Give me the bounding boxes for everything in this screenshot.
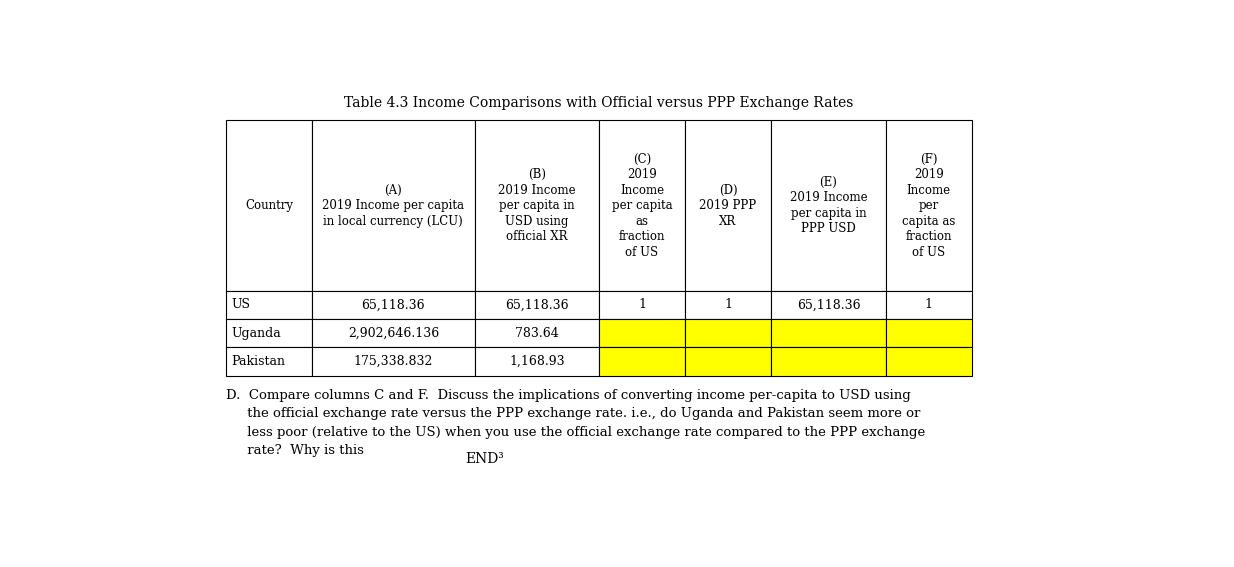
Text: Country: Country bbox=[246, 199, 292, 212]
Bar bbox=[598, 120, 685, 291]
Bar bbox=[685, 319, 771, 348]
Bar bbox=[771, 120, 886, 291]
Bar bbox=[226, 120, 312, 291]
Bar bbox=[685, 291, 771, 319]
Text: (A)
2019 Income per capita
in local currency (LCU): (A) 2019 Income per capita in local curr… bbox=[322, 184, 464, 227]
Text: Table 4.3 Income Comparisons with Official versus PPP Exchange Rates: Table 4.3 Income Comparisons with Offici… bbox=[344, 95, 854, 109]
Bar bbox=[886, 319, 972, 348]
Text: END³: END³ bbox=[465, 452, 503, 466]
Text: 1,168.93: 1,168.93 bbox=[508, 355, 565, 368]
Bar bbox=[685, 120, 771, 291]
Text: (F)
2019
Income
per
capita as
fraction
of US: (F) 2019 Income per capita as fraction o… bbox=[902, 153, 955, 259]
Bar bbox=[475, 120, 598, 291]
Bar bbox=[312, 291, 475, 319]
Bar bbox=[475, 348, 598, 376]
Text: 1: 1 bbox=[638, 298, 645, 311]
Bar bbox=[886, 120, 972, 291]
Text: Uganda: Uganda bbox=[232, 327, 281, 340]
Bar bbox=[226, 291, 312, 319]
Text: 65,118.36: 65,118.36 bbox=[505, 298, 569, 311]
Text: 1: 1 bbox=[926, 298, 933, 311]
Bar bbox=[312, 120, 475, 291]
Text: 65,118.36: 65,118.36 bbox=[797, 298, 860, 311]
Bar bbox=[771, 348, 886, 376]
Bar bbox=[475, 291, 598, 319]
Text: (C)
2019
Income
per capita
as
fraction
of US: (C) 2019 Income per capita as fraction o… bbox=[612, 153, 673, 259]
Text: 65,118.36: 65,118.36 bbox=[362, 298, 426, 311]
Bar bbox=[598, 319, 685, 348]
Text: D.  Compare columns C and F.  Discuss the implications of converting income per-: D. Compare columns C and F. Discuss the … bbox=[226, 389, 925, 458]
Text: (B)
2019 Income
per capita in
USD using
official XR: (B) 2019 Income per capita in USD using … bbox=[499, 168, 575, 243]
Bar bbox=[886, 291, 972, 319]
Bar bbox=[226, 348, 312, 376]
Bar bbox=[226, 319, 312, 348]
Bar bbox=[475, 319, 598, 348]
Bar bbox=[771, 319, 886, 348]
Bar bbox=[312, 319, 475, 348]
Text: 175,338.832: 175,338.832 bbox=[354, 355, 433, 368]
Bar bbox=[598, 348, 685, 376]
Text: 1: 1 bbox=[724, 298, 732, 311]
Text: (D)
2019 PPP
XR: (D) 2019 PPP XR bbox=[700, 184, 756, 227]
Bar bbox=[886, 348, 972, 376]
Text: 783.64: 783.64 bbox=[515, 327, 559, 340]
Text: Pakistan: Pakistan bbox=[232, 355, 286, 368]
Text: 2,902,646.136: 2,902,646.136 bbox=[348, 327, 439, 340]
Bar bbox=[685, 348, 771, 376]
Bar bbox=[771, 291, 886, 319]
Text: (E)
2019 Income
per capita in
PPP USD: (E) 2019 Income per capita in PPP USD bbox=[790, 176, 868, 235]
Bar bbox=[312, 348, 475, 376]
Text: US: US bbox=[232, 298, 251, 311]
Bar bbox=[598, 291, 685, 319]
